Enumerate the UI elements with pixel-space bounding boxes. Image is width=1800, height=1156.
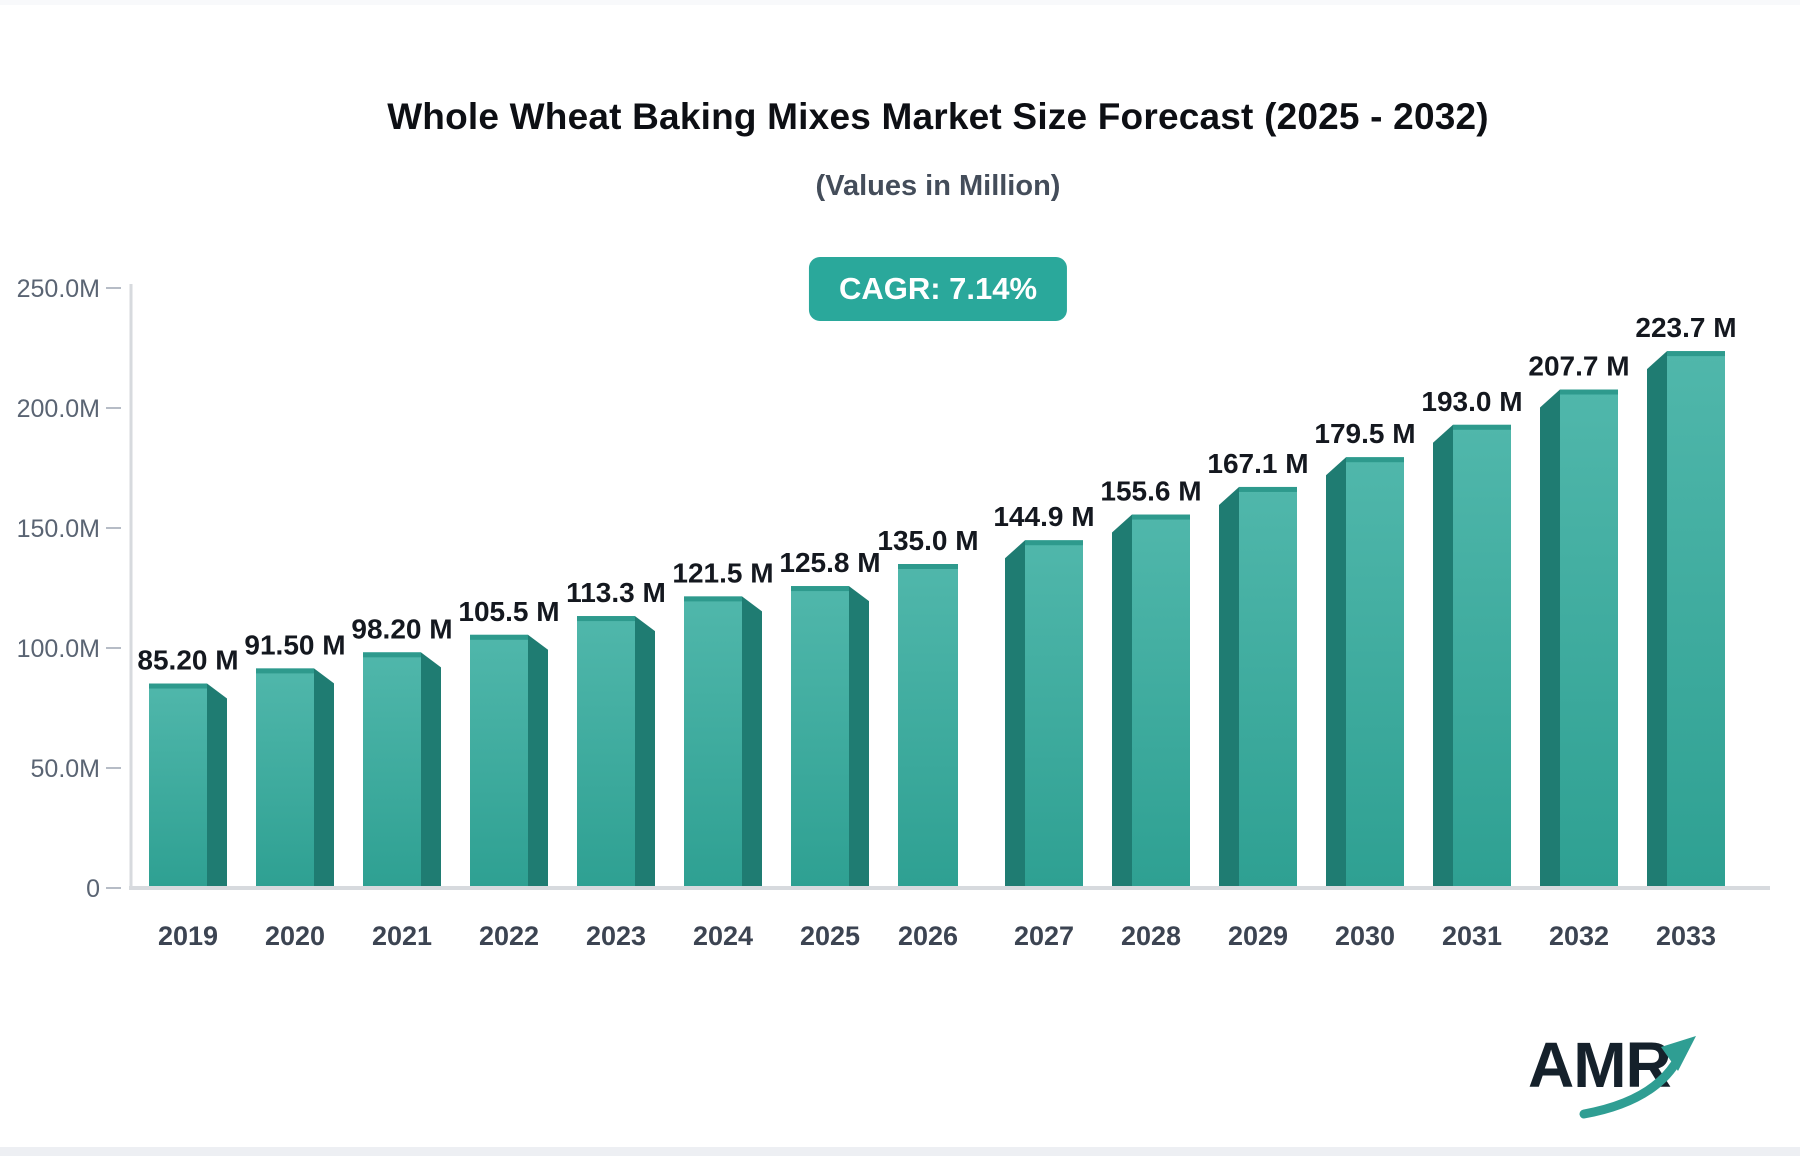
bottom-edge-strip	[0, 1147, 1800, 1156]
bar-2020	[256, 668, 314, 888]
bar-value-label: 207.7 M	[1528, 351, 1629, 382]
bar-side-face	[1005, 540, 1025, 888]
bar-2026	[898, 564, 958, 888]
growth-arrow-head	[1661, 1036, 1696, 1071]
bar-value-label: 85.20 M	[137, 645, 238, 676]
x-axis-year-label: 2029	[1228, 921, 1288, 951]
bar-top-edge	[470, 634, 528, 640]
x-axis-year-label: 2032	[1549, 921, 1609, 951]
y-axis-tick-label: 150.0M	[17, 515, 100, 543]
bar-value-label: 113.3 M	[566, 577, 666, 608]
bar-top-edge	[1667, 351, 1725, 357]
top-edge-strip	[0, 0, 1800, 5]
x-axis-year-label: 2023	[586, 921, 646, 951]
bar-2032	[1560, 389, 1618, 888]
bar-value-label: 179.5 M	[1314, 418, 1415, 449]
bar-top-edge	[898, 564, 958, 569]
bar-2023	[577, 616, 635, 888]
bar-value-label: 91.50 M	[244, 629, 345, 660]
bar-top-edge	[1560, 389, 1618, 395]
x-axis-year-label: 2027	[1014, 921, 1074, 951]
bar-top-edge	[1453, 424, 1511, 430]
bar-2028	[1132, 514, 1190, 888]
x-axis-year-label: 2028	[1121, 921, 1181, 951]
y-axis-tick-label: 250.0M	[17, 275, 100, 303]
bar-2022	[470, 634, 528, 888]
bar-side-face	[1433, 424, 1453, 888]
chart-subtitle: (Values in Million)	[815, 170, 1061, 202]
bar-value-label: 223.7 M	[1635, 312, 1736, 343]
x-axis-year-label: 2033	[1656, 921, 1716, 951]
bar-side-face	[421, 652, 441, 888]
x-axis-year-label: 2020	[265, 921, 325, 951]
bar-2021	[363, 652, 421, 888]
bar-top-edge	[1132, 514, 1190, 520]
chart-title: Whole Wheat Baking Mixes Market Size For…	[387, 96, 1489, 137]
x-axis-year-label: 2024	[693, 921, 753, 951]
bar-value-label: 125.8 M	[779, 547, 880, 578]
bar-top-edge	[1239, 486, 1297, 492]
y-axis-tick-label: 0	[86, 875, 100, 903]
y-axis-tick-label: 200.0M	[17, 395, 100, 423]
bar-side-face	[635, 616, 655, 888]
growth-arrow-curve	[1579, 1059, 1680, 1119]
cagr-badge-label: CAGR: 7.14%	[838, 271, 1038, 306]
x-axis-year-label: 2030	[1335, 921, 1395, 951]
bar-side-face	[1219, 486, 1239, 888]
bar-top-edge	[577, 616, 635, 622]
bar-2033	[1667, 351, 1725, 888]
cagr-badge: CAGR: 7.14%	[808, 257, 1068, 321]
y-axis-tick-label: 100.0M	[17, 635, 100, 663]
bar-2031	[1453, 424, 1511, 888]
amr-logo: AMR	[1528, 1028, 1738, 1138]
bar-side-face	[207, 683, 227, 888]
bar-side-face	[849, 586, 869, 888]
bar-value-label: 155.6 M	[1100, 476, 1201, 507]
growth-arrow-icon	[1579, 1036, 1696, 1119]
bar-2027	[1025, 540, 1083, 888]
bar-side-face	[314, 668, 334, 888]
bar-top-edge	[363, 652, 421, 658]
bar-2019	[149, 683, 207, 888]
bar-value-label: 193.0 M	[1421, 386, 1522, 417]
bar-value-label: 144.9 M	[993, 501, 1094, 532]
bar-2024	[684, 596, 742, 888]
bar-top-edge	[256, 668, 314, 674]
bar-value-label: 105.5 M	[458, 596, 559, 627]
bar-top-edge	[1025, 540, 1083, 546]
bar-side-face	[1326, 457, 1346, 888]
y-axis-tick-label: 50.0M	[31, 755, 100, 783]
x-axis-year-label: 2021	[372, 921, 432, 951]
x-axis-year-label: 2019	[158, 921, 218, 951]
bar-side-face	[1540, 389, 1560, 888]
bar-top-edge	[684, 596, 742, 602]
bar-top-edge	[149, 683, 207, 689]
bar-2025	[791, 586, 849, 888]
bar-side-face	[528, 634, 548, 888]
bar-2029	[1239, 486, 1297, 888]
bar-2030	[1346, 457, 1404, 888]
bar-top-edge	[791, 586, 849, 592]
x-axis-year-label: 2026	[898, 921, 958, 951]
bar-top-edge	[1346, 457, 1404, 463]
x-axis-year-label: 2022	[479, 921, 539, 951]
bar-value-label: 98.20 M	[351, 613, 452, 644]
bar-side-face	[1647, 351, 1667, 888]
x-axis-year-label: 2025	[800, 921, 860, 951]
x-axis-year-label: 2031	[1442, 921, 1502, 951]
bar-value-label: 167.1 M	[1207, 448, 1308, 479]
bar-value-label: 121.5 M	[672, 557, 773, 588]
bar-side-face	[742, 596, 762, 888]
bar-value-label: 135.0 M	[877, 525, 978, 556]
bar-side-face	[1112, 514, 1132, 888]
